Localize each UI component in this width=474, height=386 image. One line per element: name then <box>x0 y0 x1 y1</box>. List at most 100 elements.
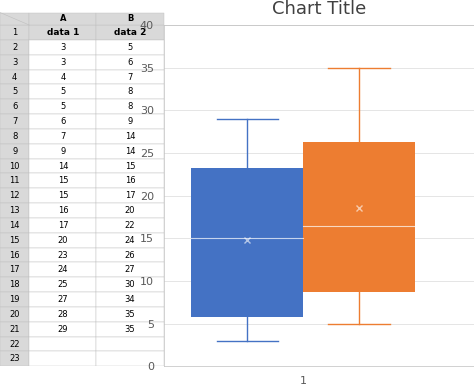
Text: 21: 21 <box>9 325 20 334</box>
Bar <box>0 203 29 218</box>
Text: 15: 15 <box>9 236 20 245</box>
Bar <box>0 351 29 366</box>
Text: 4: 4 <box>12 73 18 81</box>
Text: 3: 3 <box>60 58 65 67</box>
Text: 5: 5 <box>12 87 18 96</box>
Text: 18: 18 <box>9 280 20 289</box>
Bar <box>29 277 97 292</box>
Bar <box>29 69 97 85</box>
Text: 9: 9 <box>12 147 18 156</box>
Bar <box>29 188 97 203</box>
Text: 14: 14 <box>9 221 20 230</box>
Text: 13: 13 <box>9 206 20 215</box>
Bar <box>29 85 97 99</box>
Text: 16: 16 <box>9 251 20 259</box>
Text: 14: 14 <box>125 132 135 141</box>
Title: Chart Title: Chart Title <box>272 0 366 18</box>
Bar <box>0 233 29 247</box>
Text: 23: 23 <box>58 251 68 259</box>
Text: 6: 6 <box>128 58 133 67</box>
Bar <box>29 337 97 351</box>
Text: 2: 2 <box>12 43 18 52</box>
Text: 22: 22 <box>125 221 135 230</box>
Bar <box>97 277 164 292</box>
Text: 14: 14 <box>58 161 68 171</box>
Bar <box>0 307 29 322</box>
Bar <box>97 99 164 114</box>
Text: 3: 3 <box>12 58 18 67</box>
Text: 3: 3 <box>60 43 65 52</box>
Text: 14: 14 <box>125 147 135 156</box>
Text: 15: 15 <box>58 176 68 185</box>
Bar <box>0 292 29 307</box>
Text: 35: 35 <box>125 325 135 334</box>
Text: 10: 10 <box>9 161 20 171</box>
Bar <box>97 69 164 85</box>
Bar <box>0 69 29 85</box>
Text: 5: 5 <box>128 43 133 52</box>
Text: 8: 8 <box>12 132 18 141</box>
Bar <box>0 337 29 351</box>
Bar <box>97 247 164 262</box>
Text: 1: 1 <box>12 28 18 37</box>
Bar <box>0 114 29 129</box>
Text: A: A <box>60 14 66 23</box>
Bar <box>97 144 164 159</box>
Text: B: B <box>127 14 133 23</box>
Text: 20: 20 <box>125 206 135 215</box>
Bar <box>29 25 97 40</box>
Bar <box>0 55 29 69</box>
Bar <box>97 233 164 247</box>
Text: data 2: data 2 <box>114 28 146 37</box>
Bar <box>97 85 164 99</box>
Bar <box>29 247 97 262</box>
Text: 15: 15 <box>58 191 68 200</box>
Text: 25: 25 <box>58 280 68 289</box>
Bar <box>29 129 97 144</box>
Text: 4: 4 <box>60 73 65 81</box>
Bar <box>0 85 29 99</box>
Text: 20: 20 <box>58 236 68 245</box>
Text: 24: 24 <box>125 236 135 245</box>
Text: 17: 17 <box>58 221 68 230</box>
Bar <box>97 55 164 69</box>
Text: 27: 27 <box>58 295 68 304</box>
Bar <box>29 351 97 366</box>
Text: 26: 26 <box>125 251 135 259</box>
Text: 16: 16 <box>58 206 68 215</box>
Bar <box>0 262 29 277</box>
Text: 16: 16 <box>125 176 135 185</box>
Bar <box>97 129 164 144</box>
Bar <box>29 307 97 322</box>
Bar <box>97 307 164 322</box>
Bar <box>29 262 97 277</box>
Text: 8: 8 <box>128 102 133 111</box>
Bar <box>97 40 164 55</box>
Text: 27: 27 <box>125 265 135 274</box>
Text: 6: 6 <box>12 102 18 111</box>
Text: 23: 23 <box>9 354 20 363</box>
Bar <box>0 173 29 188</box>
Bar <box>29 159 97 173</box>
Text: 28: 28 <box>58 310 68 319</box>
Bar <box>29 55 97 69</box>
Bar <box>0 322 29 337</box>
Bar <box>29 203 97 218</box>
Bar <box>0 12 29 25</box>
Bar <box>97 203 164 218</box>
Text: 8: 8 <box>128 87 133 96</box>
Text: 29: 29 <box>58 325 68 334</box>
Bar <box>0 99 29 114</box>
Bar <box>303 142 415 292</box>
Text: 7: 7 <box>60 132 65 141</box>
Bar <box>29 99 97 114</box>
Bar <box>29 233 97 247</box>
Bar <box>0 40 29 55</box>
Bar <box>97 218 164 233</box>
Text: data 1: data 1 <box>47 28 79 37</box>
Text: 30: 30 <box>125 280 135 289</box>
Bar <box>97 173 164 188</box>
Bar <box>0 25 29 40</box>
Text: 12: 12 <box>9 191 20 200</box>
Text: 5: 5 <box>60 102 65 111</box>
